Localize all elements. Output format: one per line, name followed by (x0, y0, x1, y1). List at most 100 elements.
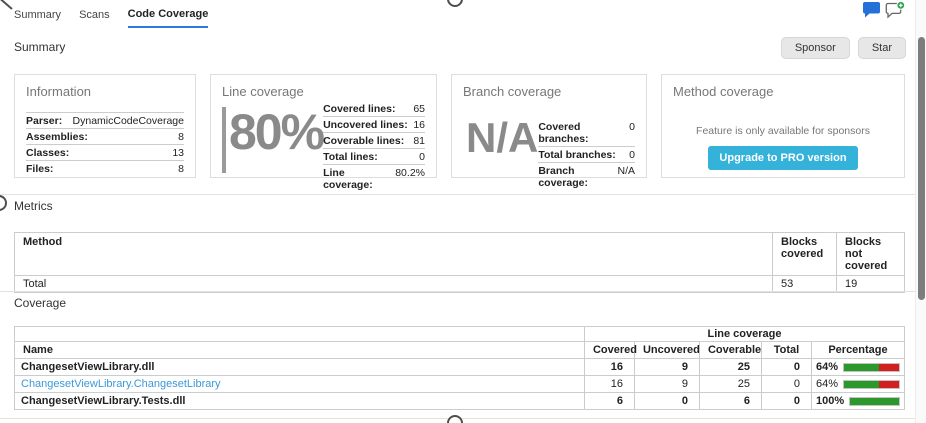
assembly-name: ChangesetViewLibrary.dll (14, 358, 585, 376)
coverage-col-uncovered: Uncovered (633, 341, 700, 359)
stat-value: 81 (413, 135, 425, 147)
total-value: 0 (760, 358, 812, 376)
tab-code-coverage[interactable]: Code Coverage (127, 1, 209, 28)
percentage-value: 64% (815, 378, 839, 390)
coverage-col-total: Total (760, 341, 812, 359)
summary-section-heading: Summary (14, 40, 66, 54)
metrics-section-heading: Metrics (14, 199, 53, 213)
info-row: Parser: DynamicCodeCoverage (26, 112, 184, 128)
card-title: Method coverage (673, 84, 774, 99)
sponsor-button[interactable]: Sponsor (780, 37, 850, 59)
sponsors-note: Feature is only available for sponsors (696, 125, 870, 137)
bar-green-segment (844, 380, 880, 388)
metrics-col-blocks-covered: Blocks covered (772, 232, 837, 276)
info-label: Assemblies: (26, 131, 88, 143)
bar-red-segment (879, 363, 899, 371)
info-row: Assemblies: 8 (26, 128, 184, 144)
covered-value: 6 (583, 392, 635, 410)
uncovered-value: 0 (633, 392, 700, 410)
metrics-col-blocks-not-covered: Blocks not covered (836, 232, 905, 276)
branch-coverage-card: Branch coverage N/A Covered branches: 0 … (451, 74, 647, 189)
info-label: Classes: (26, 147, 70, 159)
stat-row: Total lines: 0 (323, 148, 425, 164)
metrics-col-method: Method (14, 232, 773, 276)
coverage-col-percentage: Percentage (810, 341, 906, 359)
tab-bar: Summary Scans Code Coverage (14, 0, 209, 28)
card-title: Line coverage (222, 84, 304, 99)
coverage-col-coverable: Coverable (698, 341, 762, 359)
stat-value: 0 (629, 121, 635, 133)
percentage-value: 100% (815, 395, 845, 407)
stat-value: 0 (419, 151, 425, 163)
stat-label: Covered lines: (323, 103, 396, 115)
tab-scans[interactable]: Scans (79, 8, 110, 21)
chat-bubble-plus-icon[interactable] (885, 0, 906, 24)
stat-label: Coverable lines: (323, 135, 405, 147)
stat-row: Covered branches: 0 (538, 119, 635, 146)
coverable-value: 25 (698, 375, 762, 393)
coverable-value: 6 (698, 392, 762, 410)
card-title: Information (26, 84, 92, 99)
stat-label: Uncovered lines: (323, 119, 408, 131)
stat-label: Total lines: (323, 151, 378, 163)
line-coverage-card: Line coverage 80% Covered lines: 65 Unco… (210, 74, 437, 191)
star-button[interactable]: Star (857, 37, 906, 59)
info-value: 8 (178, 163, 184, 175)
total-value: 0 (760, 392, 812, 410)
blocks-not-covered-value: 19 (836, 275, 905, 293)
assembly-name: ChangesetViewLibrary.Tests.dll (14, 392, 585, 410)
info-row: Files: 8 (26, 160, 184, 176)
info-value: DynamicCodeCoverage (72, 115, 184, 127)
stat-row: Coverable lines: 81 (323, 132, 425, 148)
percentage-value: 64% (815, 361, 839, 373)
info-value: 8 (178, 131, 184, 143)
coverage-section-heading: Coverage (14, 296, 67, 310)
coverable-value: 25 (698, 358, 762, 376)
uncovered-value: 9 (633, 375, 700, 393)
crop-handle-bottom[interactable] (447, 415, 463, 423)
stat-row: Uncovered lines: 16 (323, 116, 425, 132)
section-divider (0, 291, 915, 292)
summary-cards: Information Parser: DynamicCodeCoverage … (14, 74, 905, 191)
scrollbar-thumb[interactable] (918, 37, 925, 300)
info-row: Classes: 13 (26, 144, 184, 160)
metrics-table: Method Blocks covered Blocks not covered… (14, 232, 905, 293)
table-row: ChangesetViewLibrary.ChangesetLibrary 16… (14, 375, 906, 393)
class-link[interactable]: ChangesetViewLibrary.ChangesetLibrary (21, 378, 221, 390)
stat-row: Covered lines: 65 (323, 101, 425, 116)
crop-corner-mark (0, 0, 13, 10)
tab-summary[interactable]: Summary (14, 8, 62, 21)
stat-value: 16 (413, 119, 425, 131)
information-card: Information Parser: DynamicCodeCoverage … (14, 74, 196, 178)
vertical-scrollbar[interactable] (915, 0, 926, 423)
info-label: Files: (26, 163, 54, 175)
stat-label: Covered branches: (538, 121, 589, 145)
coverage-bar (843, 362, 900, 372)
total-value: 0 (760, 375, 812, 393)
chat-bubble-icon[interactable] (862, 1, 881, 23)
bar-green-segment (844, 363, 880, 371)
stat-row: Total branches: 0 (538, 146, 635, 162)
table-row: ChangesetViewLibrary.Tests.dll 6 0 6 0 1… (14, 392, 906, 410)
coverage-bar (843, 379, 900, 389)
upgrade-pro-button[interactable]: Upgrade to PRO version (708, 146, 858, 170)
stat-row: Line coverage: 80.2% (323, 164, 425, 192)
bar-red-segment (879, 380, 899, 388)
stat-label: Total branches: (538, 149, 616, 161)
covered-value: 16 (583, 358, 635, 376)
group-header-empty-cell (14, 326, 585, 342)
uncovered-value: 9 (633, 358, 700, 376)
line-coverage-big-value: 80% (229, 104, 325, 160)
coverage-table: Line coverage Name Covered Uncovered Cov… (14, 326, 906, 410)
coverage-col-name: Name (14, 341, 585, 359)
card-title: Branch coverage (463, 84, 562, 99)
stat-label: Line coverage: (323, 167, 373, 191)
stat-value: 80.2% (395, 167, 425, 179)
info-label: Parser: (26, 115, 63, 127)
line-coverage-group-header: Line coverage (583, 326, 906, 342)
blocks-covered-value: 53 (772, 275, 837, 293)
coverage-bar (849, 396, 900, 406)
stat-value: 0 (629, 149, 635, 161)
section-divider (0, 194, 915, 195)
